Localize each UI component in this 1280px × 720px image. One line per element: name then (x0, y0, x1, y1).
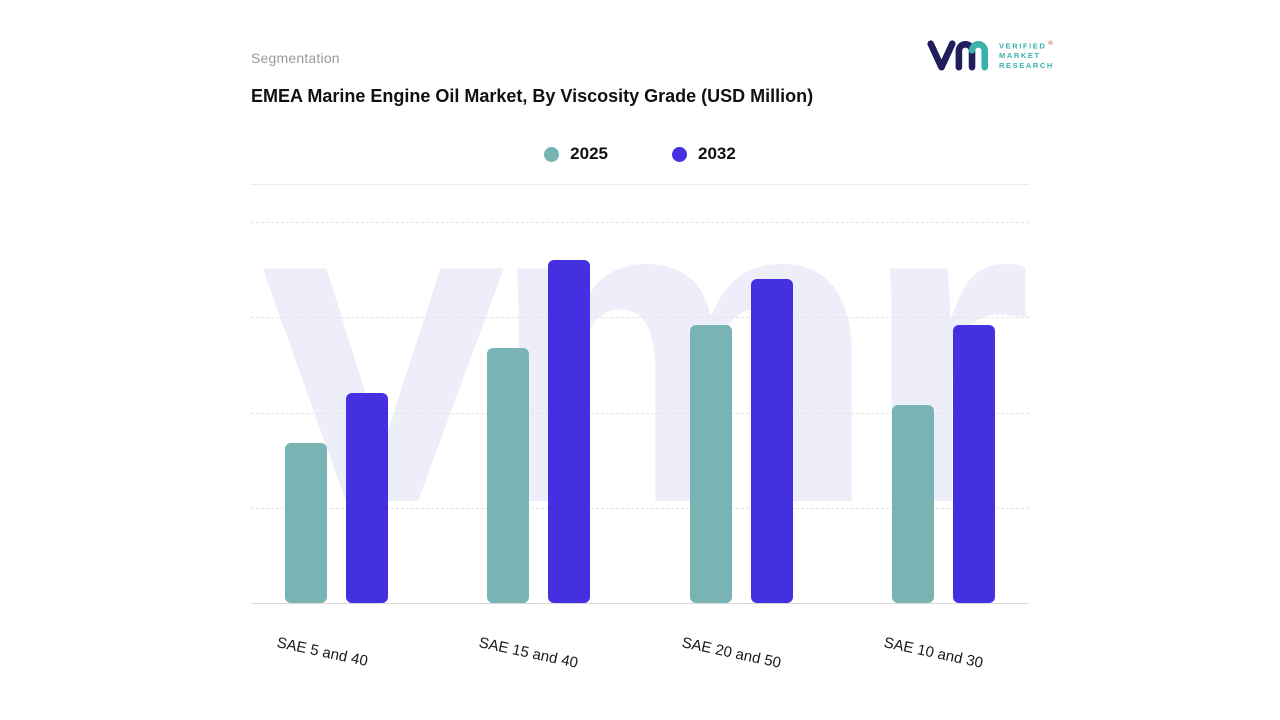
gridline (251, 412, 1029, 414)
legend-label: 2032 (698, 144, 736, 163)
logo-line-1: VERIFIED (999, 41, 1047, 51)
bar-2032-sae-5-and-40[interactable] (346, 393, 388, 603)
bar-2025-sae-20-and-50[interactable] (689, 324, 732, 603)
gridline (251, 317, 1029, 319)
x-axis-label: SAE 20 and 50 (680, 608, 793, 672)
x-axis-label-text: SAE 5 and 40 (275, 634, 370, 671)
bar-2032-sae-15-and-40[interactable] (548, 260, 591, 603)
legend-dot-icon (544, 146, 560, 162)
gridline (251, 507, 1029, 509)
x-axis-labels: SAE 5 and 40 SAE 15 and 40 SAE 20 and 50 SA… (251, 608, 1029, 672)
header-divider (251, 184, 1029, 185)
gridline (251, 222, 1029, 223)
legend-item-2032[interactable]: 2032 (672, 144, 736, 164)
bar-group (689, 222, 793, 603)
x-axis-label-text: SAE 20 and 50 (679, 634, 783, 672)
chart-title: EMEA Marine Engine Oil Market, By Viscos… (251, 86, 814, 106)
vmr-logo: VERIFIED ® MARKET RESEARCH (926, 36, 1054, 74)
x-axis-label: SAE 15 and 40 (478, 608, 590, 672)
x-axis-label-text: SAE 10 and 30 (882, 634, 985, 672)
plot-area (251, 222, 1029, 603)
x-axis-label: SAE 10 and 30 (882, 608, 995, 672)
section-label: Segmentation (251, 50, 340, 66)
x-axis-label-text: SAE 15 and 40 (477, 634, 580, 672)
registered-trademark-icon: ® (1048, 40, 1055, 47)
bar-group (891, 222, 995, 603)
bar-group (487, 222, 591, 603)
bar-2032-sae-10-and-30[interactable] (952, 324, 995, 603)
logo-line-2: MARKET (999, 51, 1041, 61)
legend-item-2025[interactable]: 2025 (544, 144, 608, 164)
bar-2025-sae-10-and-30[interactable] (891, 404, 934, 603)
vmr-logo-mark-icon (927, 40, 988, 71)
legend: 2025 2032 (251, 144, 1029, 164)
bar-2025-sae-15-and-40[interactable] (487, 347, 530, 603)
chart-area: vmr (251, 222, 1029, 604)
bar-group (285, 222, 388, 603)
legend-dot-icon (672, 146, 687, 162)
logo-line-3: RESEARCH (999, 61, 1054, 71)
legend-label: 2025 (570, 144, 608, 163)
bar-2032-sae-20-and-50[interactable] (750, 279, 793, 603)
bar-2025-sae-5-and-40[interactable] (285, 442, 327, 603)
vmr-logo-text: VERIFIED ® MARKET RESEARCH (999, 39, 1054, 72)
x-axis-label: SAE 5 and 40 (275, 608, 388, 670)
